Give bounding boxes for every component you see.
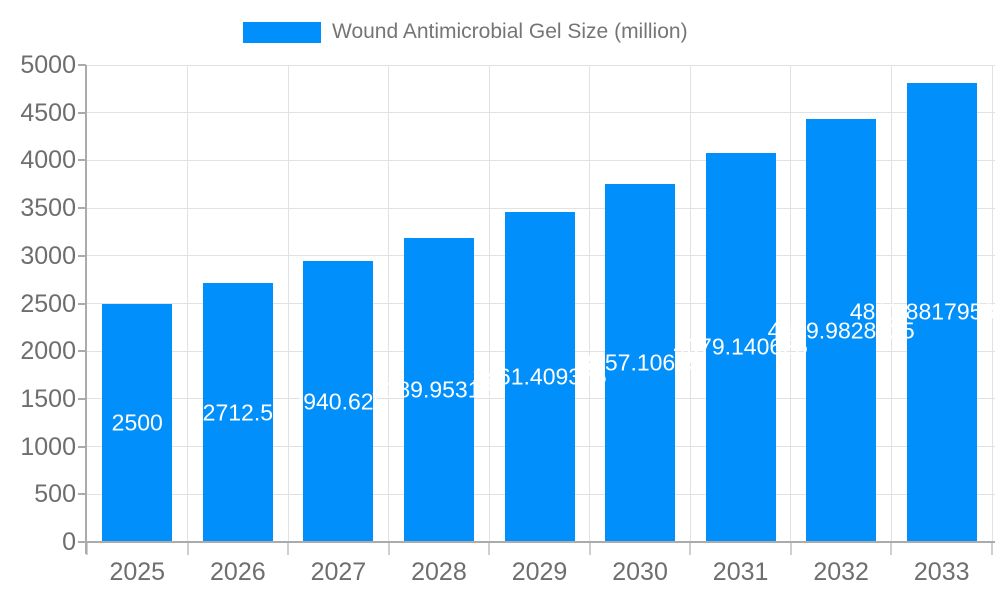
v-gridline [890, 65, 892, 542]
y-tick [78, 302, 86, 305]
y-axis-label: 2500 [20, 289, 76, 318]
bar[interactable] [906, 82, 977, 542]
y-axis-label: 3000 [20, 241, 76, 270]
legend[interactable]: Wound Antimicrobial Gel Size (million) [243, 21, 688, 43]
v-gridline [388, 65, 390, 542]
y-axis-label: 500 [34, 480, 76, 509]
x-tick [488, 543, 491, 555]
y-axis-label: 4500 [20, 98, 76, 127]
h-gridline [87, 112, 995, 114]
legend-swatch [243, 21, 321, 43]
v-gridline [488, 65, 490, 542]
bar-value-label: 3189.953125 [371, 376, 507, 403]
bar[interactable] [705, 152, 776, 542]
bar-value-label: 2940.625 [290, 388, 387, 415]
x-axis-line [78, 541, 995, 543]
h-gridline [87, 159, 995, 161]
bar-value-label: 3757.10625 [579, 349, 701, 376]
bar-value-label: 3461.409375 [472, 363, 607, 390]
y-tick [78, 64, 86, 66]
x-axis-label: 2027 [310, 558, 367, 586]
y-axis-label: 0 [62, 528, 76, 556]
bar[interactable] [504, 211, 575, 542]
v-gridline [187, 65, 189, 542]
x-axis-label: 2031 [712, 558, 769, 586]
y-tick [78, 493, 86, 496]
y-tick [78, 254, 86, 257]
x-axis-label: 2029 [511, 558, 568, 586]
y-axis-label: 1000 [20, 432, 76, 461]
y-axis-label: 3500 [20, 194, 76, 223]
x-axis-label: 2025 [109, 558, 166, 586]
bar[interactable] [303, 261, 374, 542]
y-tick [78, 207, 86, 210]
bar-value-label: 4079.140625 [673, 333, 808, 360]
x-axis-label: 2033 [913, 558, 970, 586]
x-tick [689, 543, 692, 555]
v-gridline [790, 65, 792, 542]
v-gridline [689, 65, 691, 542]
x-tick [991, 543, 993, 555]
x-tick [588, 543, 591, 555]
y-axis-line [85, 65, 87, 554]
x-axis-label: 2026 [210, 558, 266, 586]
v-gridline [287, 65, 289, 542]
v-gridline [991, 65, 993, 542]
y-axis-label: 4000 [20, 146, 76, 175]
bar[interactable] [806, 119, 877, 542]
x-tick [387, 543, 390, 555]
x-tick [789, 543, 792, 555]
y-axis-label: 1500 [20, 384, 76, 413]
x-axis-label: 2032 [813, 558, 869, 586]
v-gridline [589, 65, 591, 542]
bar[interactable] [605, 183, 676, 542]
y-tick [78, 159, 86, 162]
x-axis-label: 2028 [411, 558, 467, 586]
x-axis-label: 2030 [612, 558, 668, 586]
x-tick [890, 543, 893, 555]
bar-value-label: 4811.8817953125 [849, 298, 1000, 325]
bar-value-label: 2500 [111, 409, 163, 436]
bar-value-label: 4429.9828125 [767, 317, 915, 344]
legend-label: Wound Antimicrobial Gel Size (million) [332, 20, 688, 43]
y-tick [78, 397, 86, 400]
bar[interactable] [403, 237, 474, 542]
y-axis-label: 2000 [20, 337, 76, 366]
y-tick [78, 445, 86, 448]
y-tick [78, 350, 86, 353]
bar[interactable] [102, 303, 173, 542]
y-axis-label: 5000 [20, 51, 76, 79]
x-tick [86, 543, 88, 555]
h-gridline [87, 64, 995, 66]
bar[interactable] [202, 283, 273, 542]
x-tick [186, 543, 189, 555]
h-gridline [87, 207, 995, 209]
y-tick [78, 111, 86, 114]
bar-value-label: 2712.5 [202, 399, 274, 426]
x-tick [287, 543, 290, 555]
